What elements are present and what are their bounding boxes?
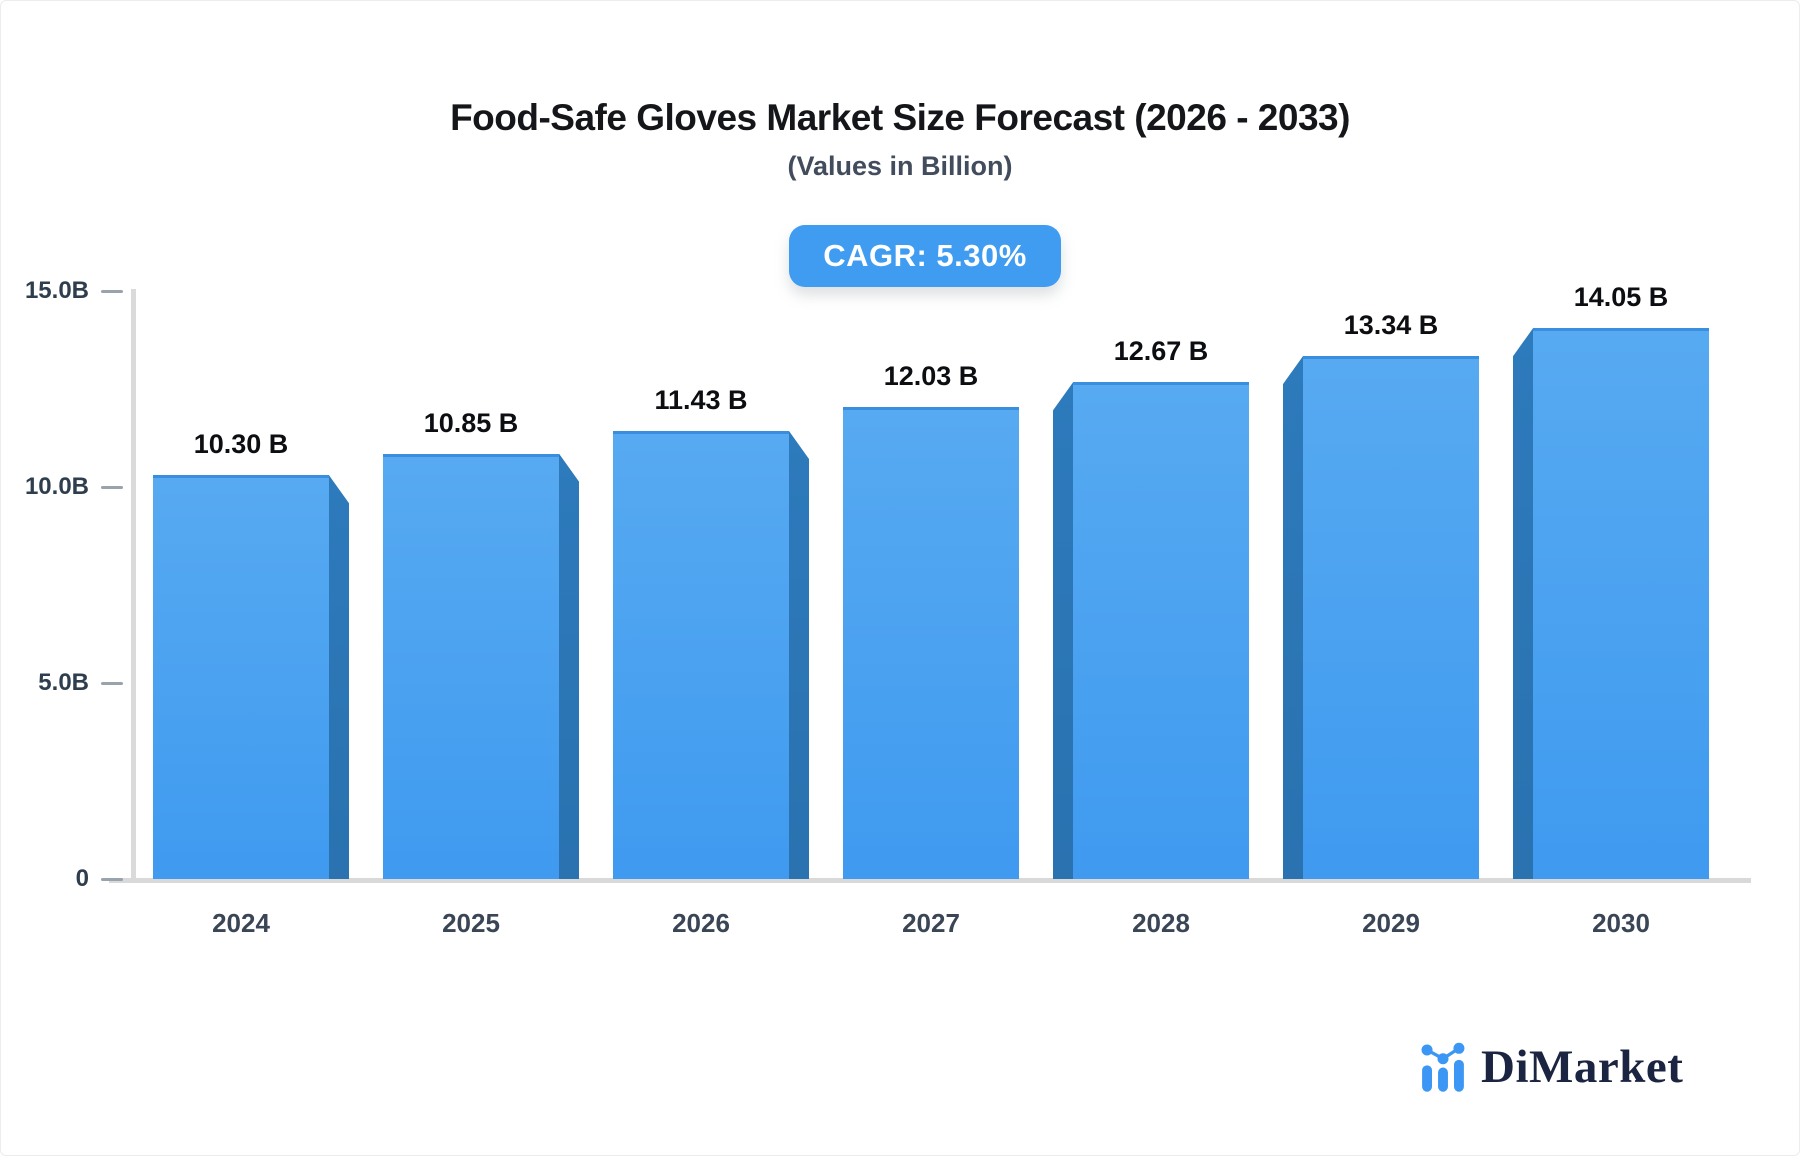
x-axis-label: 2025: [442, 908, 500, 938]
bar-2028: [1073, 382, 1249, 879]
x-axis-label: 2024: [212, 908, 270, 938]
y-axis-tick-label: 10.0B: [24, 473, 89, 500]
bar-2026: [613, 430, 789, 879]
y-axis-tick-label: 15.0B: [24, 277, 89, 304]
bar-side-3d: [1283, 356, 1303, 879]
bar-value-label: 14.05 B: [1573, 282, 1669, 313]
bar-2025: [383, 453, 559, 879]
x-axis-label: 2026: [672, 908, 730, 938]
bar-value-label: 10.85 B: [423, 407, 519, 438]
y-axis-tick-dash: [101, 485, 123, 489]
chart-title: Food-Safe Gloves Market Size Forecast (2…: [450, 97, 1350, 138]
x-axis-label: 2030: [1592, 908, 1650, 938]
bar-2030: [1533, 328, 1709, 879]
bar-value-label: 12.67 B: [1113, 336, 1209, 367]
x-axis-label: 2027: [902, 908, 960, 938]
y-axis-line: [131, 289, 136, 883]
chart-subtitle: (Values in Billion): [787, 151, 1013, 181]
bar-2027: [843, 407, 1019, 879]
dimarket-logo: DiMarket: [1421, 1039, 1683, 1095]
y-axis-tick-dash: [101, 877, 123, 881]
bar-value-label: 10.30 B: [193, 429, 289, 460]
logo-bar-line-chart-icon: [1421, 1042, 1465, 1092]
bar-value-label: 11.43 B: [654, 384, 748, 415]
x-axis-baseline: [109, 878, 1751, 883]
x-axis-label: 2028: [1132, 908, 1190, 938]
y-axis-tick-dash: [101, 681, 123, 685]
y-axis-tick-label: 5.0B: [38, 669, 89, 696]
y-axis-tick-dash: [101, 289, 123, 293]
bar-side-3d: [1513, 328, 1533, 879]
logo-text: DiMarket: [1481, 1041, 1684, 1093]
bar-side-3d: [1053, 382, 1073, 879]
bar-side-3d: [559, 453, 579, 879]
y-axis-tick-label: 0: [75, 865, 89, 892]
x-axis-label: 2029: [1362, 908, 1420, 938]
bar-2029: [1303, 356, 1479, 879]
bar-side-3d: [789, 430, 809, 879]
bar-value-label: 13.34 B: [1343, 310, 1439, 341]
cagr-badge: CAGR: 5.30%: [789, 225, 1061, 287]
bar-side-3d: [329, 475, 349, 879]
bar-2024: [153, 475, 329, 879]
bar-value-label: 12.03 B: [883, 361, 979, 392]
